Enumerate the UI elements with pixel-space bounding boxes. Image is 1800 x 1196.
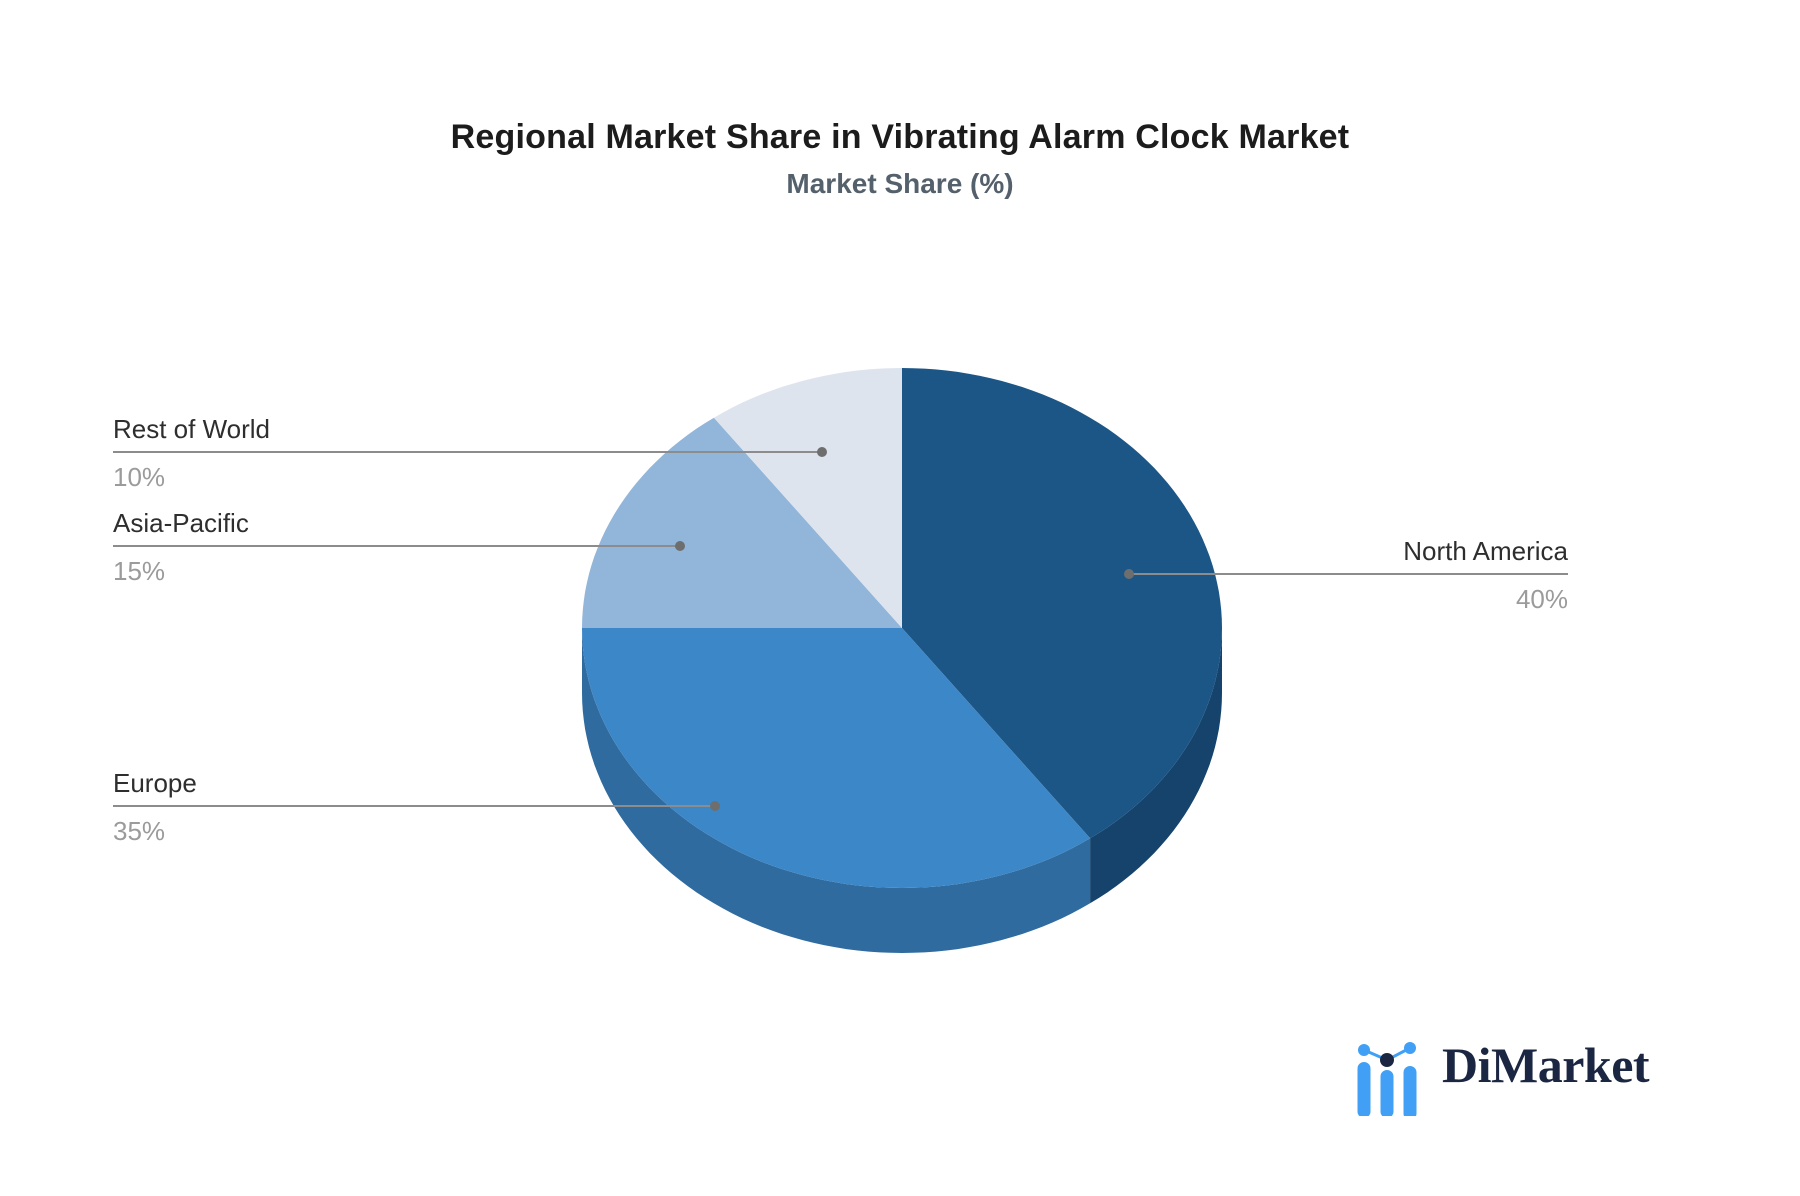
slice-value: 35%	[113, 816, 166, 846]
leader-dot	[1124, 569, 1134, 579]
slice-label: Asia-Pacific	[113, 508, 249, 538]
brand-name: DiMarket	[1442, 1037, 1650, 1093]
pie-slice-rest-of-world	[713, 368, 902, 628]
pie-slice-asia-pacific	[582, 417, 902, 628]
pie-side-north-america	[1090, 628, 1222, 904]
pie-side-europe	[582, 628, 1091, 953]
slice-label: Rest of World	[113, 414, 271, 444]
slice-value: 40%	[1515, 584, 1568, 614]
leader-dot	[817, 447, 827, 457]
dimarket-logo: DiMarket	[1356, 1036, 1650, 1120]
slice-value: 10%	[113, 462, 166, 492]
pie-slice-north-america	[902, 368, 1222, 839]
slice-label: North America	[1403, 536, 1568, 566]
slice-value: 15%	[113, 556, 166, 586]
chart-subtitle: Market Share (%)	[786, 168, 1014, 199]
chart-title: Regional Market Share in Vibrating Alarm…	[450, 118, 1350, 156]
leader-dot	[710, 801, 720, 811]
bar-line-chart-icon	[1357, 1042, 1417, 1116]
leader-dot	[675, 541, 685, 551]
slice-label: Europe	[113, 768, 197, 798]
pie-slice-europe	[582, 628, 1091, 888]
